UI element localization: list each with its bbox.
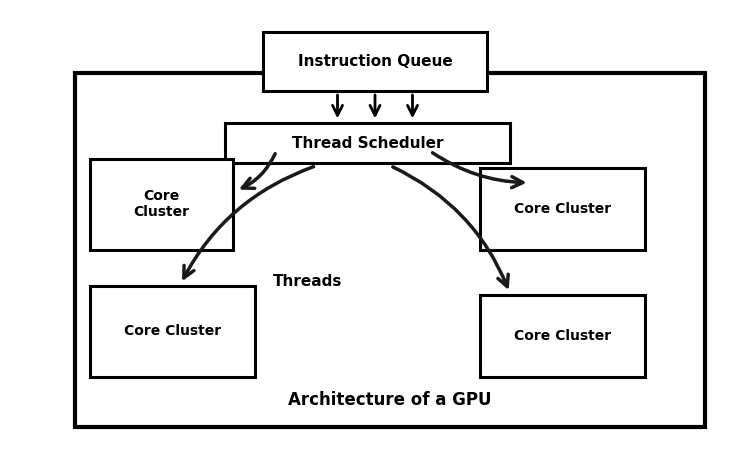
Bar: [480, 168, 645, 250]
Bar: [75, 73, 705, 427]
Text: Core Cluster: Core Cluster: [514, 329, 611, 343]
Text: Architecture of a GPU: Architecture of a GPU: [288, 390, 492, 409]
Text: Core
Cluster: Core Cluster: [134, 189, 189, 219]
Text: Instruction Queue: Instruction Queue: [298, 54, 452, 69]
Text: Threads: Threads: [273, 274, 342, 289]
Bar: [90, 159, 232, 250]
Bar: [90, 286, 255, 377]
Text: Core Cluster: Core Cluster: [124, 325, 221, 338]
Bar: [262, 32, 488, 91]
Bar: [480, 295, 645, 377]
Text: Core Cluster: Core Cluster: [514, 202, 611, 216]
Text: Thread Scheduler: Thread Scheduler: [292, 135, 443, 151]
Bar: [225, 123, 510, 163]
